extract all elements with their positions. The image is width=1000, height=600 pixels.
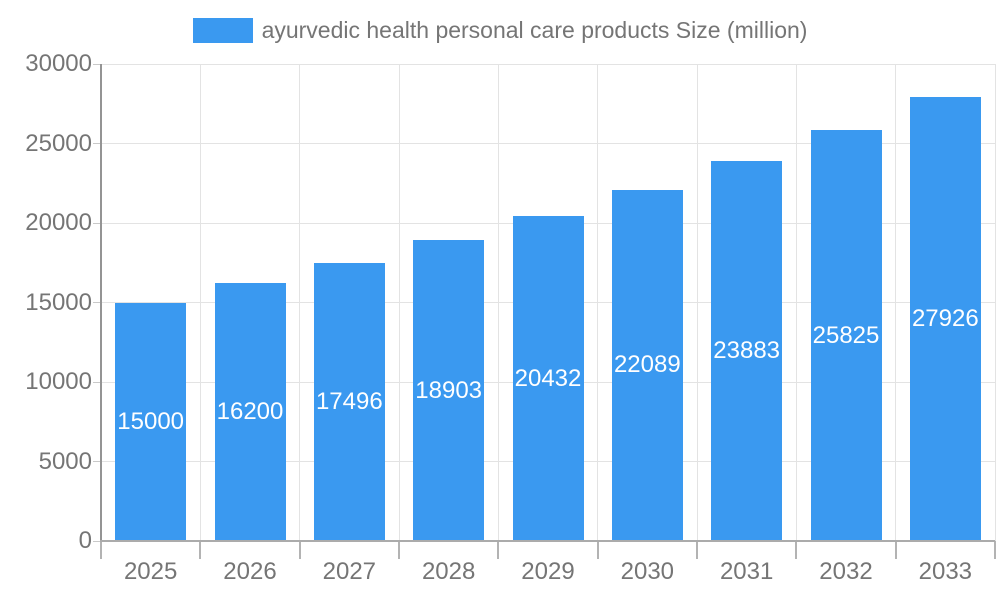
x-axis-tick: [795, 541, 798, 559]
x-axis-label: 2029: [521, 558, 575, 585]
x-axis-line: [100, 540, 995, 542]
x-axis-label: 2033: [918, 558, 973, 585]
x-axis-tick: [696, 541, 698, 559]
x-gridline: [199, 64, 201, 541]
bar-value-label: 18903: [415, 376, 483, 404]
x-axis-tick: [894, 541, 897, 559]
y-axis-tick: [93, 302, 101, 303]
bar-2026: [214, 283, 286, 541]
bar-value-label: 17496: [315, 387, 383, 415]
bar-value-label: 25825: [812, 321, 880, 349]
x-axis-label: 2025: [123, 558, 178, 585]
x-axis-label: 2026: [223, 558, 277, 585]
y-axis-tick: [93, 381, 101, 383]
bar-2027: [313, 262, 385, 541]
bar-2033: [909, 96, 981, 541]
y-axis-label: 20000: [25, 209, 92, 236]
bar-2032: [810, 130, 882, 541]
x-axis-label: 2027: [322, 558, 377, 585]
x-axis-tick: [398, 541, 400, 559]
bar-2030: [611, 189, 683, 541]
bar-value-label: 20432: [514, 364, 582, 392]
bar-value-label: 23883: [713, 337, 781, 365]
y-gridline: [101, 63, 995, 65]
x-gridline: [398, 64, 400, 541]
x-axis-label: 2031: [719, 558, 774, 585]
x-axis-tick: [994, 541, 996, 559]
y-axis-label: 0: [78, 527, 92, 554]
bar-2031: [711, 161, 783, 541]
y-axis-tick: [93, 222, 101, 224]
x-axis-tick: [596, 541, 599, 559]
y-axis-label: 15000: [25, 288, 92, 316]
y-axis-tick: [93, 461, 101, 462]
x-axis-tick: [298, 541, 301, 559]
bar-value-label: 27926: [911, 304, 979, 332]
y-axis-label: 10000: [25, 368, 92, 395]
y-axis-label: 30000: [25, 50, 92, 77]
x-gridline: [895, 64, 897, 541]
bar-2029: [512, 216, 584, 541]
x-gridline: [597, 64, 599, 541]
x-gridline: [497, 64, 499, 541]
chart-legend: ayurvedic health personal care products …: [0, 17, 1000, 44]
bar-2028: [413, 240, 485, 541]
x-axis-tick: [199, 541, 202, 559]
x-axis-label: 2032: [819, 558, 873, 585]
legend-label: ayurvedic health personal care products …: [261, 17, 808, 43]
x-axis-tick: [100, 541, 102, 559]
x-gridline: [994, 64, 996, 541]
y-axis-label: 25000: [25, 129, 92, 157]
y-axis-line: [100, 64, 102, 541]
x-gridline: [299, 64, 301, 541]
legend-swatch: [192, 18, 253, 43]
bar-value-label: 15000: [117, 407, 185, 435]
x-gridline: [795, 64, 797, 541]
y-axis-tick: [93, 143, 101, 144]
bar-value-label: 16200: [216, 398, 284, 426]
x-axis-label: 2030: [620, 558, 675, 585]
y-axis-tick: [93, 63, 101, 65]
y-axis-label: 5000: [38, 447, 92, 475]
bar-2025: [115, 302, 187, 541]
y-gridline: [101, 143, 995, 144]
x-axis-tick: [497, 541, 500, 559]
bar-value-label: 22089: [613, 351, 681, 379]
x-axis-label: 2028: [421, 558, 476, 585]
x-gridline: [696, 64, 698, 541]
y-axis-tick: [93, 540, 101, 542]
